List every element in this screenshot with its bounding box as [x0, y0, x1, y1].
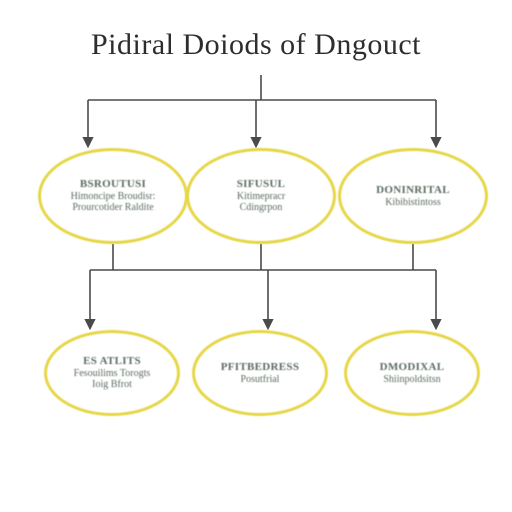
- node-r1-c1: Bsroutusi Himoncipe Broudisr: Prourcotid…: [38, 148, 188, 244]
- node-r2-c3: Dmodixal Shiinpoldsitsn: [344, 330, 480, 416]
- node-r1-c2: SIFUSUL Kitimepracr Cdingrpon: [186, 148, 336, 244]
- node-text: Kitimepracr: [237, 191, 285, 203]
- node-r2-c1: Es atlits Fesouilims Torogts Ioig Bfrot: [44, 330, 180, 416]
- diagram-title: Pidiral Doiods of Dngouct: [0, 28, 512, 62]
- diagram-canvas: Pidiral Doiods of Dngouct Bsroutusi Himo…: [0, 0, 512, 512]
- node-text: Dmodixal: [380, 361, 445, 374]
- node-text: Kibibistintoss: [385, 197, 441, 209]
- node-text: Doninrital: [376, 184, 450, 197]
- node-text: Prourcotider Raldite: [72, 202, 153, 214]
- node-r2-c2: Pfitbedress Posutfrial: [192, 330, 328, 416]
- node-text: Fesouilims Torogts: [74, 368, 151, 380]
- node-text: Es atlits: [83, 355, 141, 368]
- node-text: Himoncipe Broudisr:: [71, 191, 156, 203]
- node-text: SIFUSUL: [237, 178, 286, 191]
- node-text: Shiinpoldsitsn: [383, 374, 440, 386]
- node-text: Cdingrpon: [240, 202, 283, 214]
- node-text: Ioig Bfrot: [92, 379, 132, 391]
- node-text: Bsroutusi: [80, 178, 146, 191]
- node-r1-c3: Doninrital Kibibistintoss: [338, 148, 488, 244]
- node-text: Pfitbedress: [221, 361, 300, 374]
- connector-lines: [0, 0, 512, 512]
- node-text: Posutfrial: [241, 374, 280, 386]
